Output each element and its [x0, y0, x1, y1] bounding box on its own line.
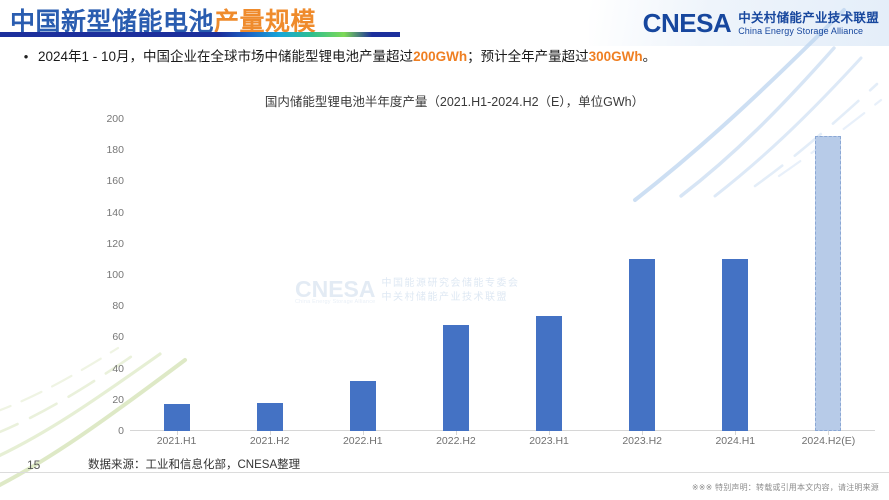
chart-bar-cell [503, 119, 596, 435]
chart-bar[interactable] [163, 404, 190, 431]
chart-title: 国内储能型锂电池半年度产量（2021.H1-2024.H2（E），单位GWh） [264, 95, 645, 109]
chart-bar[interactable] [815, 136, 842, 431]
title-underline [0, 32, 400, 37]
page-title: 中国新型储能电池产量规模 [10, 2, 316, 38]
chart-y-tick: 80 [112, 300, 124, 313]
cnesa-logo-name-cn: 中关村储能产业技术联盟 [738, 11, 879, 26]
chart-bar[interactable] [349, 381, 376, 431]
chart-y-tick: 0 [118, 425, 124, 437]
page-title-accent: 产量规模 [214, 8, 317, 36]
chart-plot-area: 0 20 40 60 80 100 120 140 160 180 200 [106, 113, 875, 437]
chart-x-tick-label: 2023.H2 [622, 435, 663, 447]
chart-y-tick: 60 [112, 331, 124, 344]
chart: 国内储能型锂电池半年度产量（2021.H1-2024.H2（E），单位GWh） … [0, 86, 889, 456]
chart-x-tick-label: 2023.H1 [529, 435, 569, 447]
chart-x-tick-mark [455, 431, 457, 435]
bullet-marker-icon: • [23, 49, 29, 64]
chart-x-tick-mark [642, 431, 644, 435]
bullet-text: 2024年1 - 10月，中国企业在全球市场中储能型锂电池产量超过200GWh；… [38, 48, 656, 67]
chart-bar[interactable] [442, 324, 469, 431]
chart-x-tick-label: 2021.H1 [156, 435, 197, 447]
chart-bar-cell [316, 119, 409, 435]
bullet-text-part2: ；预计全年产量超过 [467, 49, 589, 64]
chart-y-tick: 160 [106, 175, 124, 188]
chart-x-tick-mark [735, 431, 737, 435]
chart-x-tick-label: 2024.H2(E) [801, 435, 856, 447]
chart-x-tick-label: 2022.H2 [436, 435, 476, 447]
bullet-highlight-200gwh: 200GWh [413, 49, 468, 64]
chart-y-tick: 20 [112, 393, 124, 406]
cnesa-logo-name-en: China Energy Storage Alliance [738, 25, 864, 36]
page-title-primary: 中国新型储能电池 [10, 8, 215, 36]
chart-bar-cell [130, 119, 223, 435]
chart-bar[interactable] [722, 259, 749, 431]
chart-bar-cell [782, 119, 875, 435]
chart-bar[interactable] [536, 315, 563, 431]
chart-x-axis: 2021.H1 2021.H2 2022.H1 2022.H2 2023.H1 2023.… [130, 435, 875, 447]
bullet-highlight-300gwh: 300GWh [588, 49, 643, 64]
chart-x-tick-mark [362, 431, 364, 435]
chart-bar-cell [596, 119, 689, 435]
cnesa-logo-mark: CNESA [642, 8, 732, 38]
cnesa-logo: CNESA 中关村储能产业技术联盟 China Energy Storage A… [643, 8, 879, 39]
chart-x-tick-label: 2021.H2 [249, 435, 290, 447]
chart-bars [130, 119, 875, 435]
page-number: 15 [27, 458, 41, 472]
bullet-text-part1: 2024年1 - 10月，中国企业在全球市场中储能型锂电池产量超过 [38, 49, 414, 64]
chart-x-tick-label: 2024.H1 [715, 435, 756, 447]
chart-bar-cell [409, 119, 502, 435]
chart-bar[interactable] [256, 402, 283, 431]
chart-x-tick-mark [269, 431, 271, 435]
chart-baseline [130, 430, 875, 431]
chart-x-tick-label: 2022.H1 [342, 435, 383, 447]
source-note: 数据来源：工业和信息化部，CNESA整理 [88, 459, 301, 471]
bullet-point: • 2024年1 - 10月，中国企业在全球市场中储能型锂电池产量超过200GW… [14, 48, 874, 67]
bullet-text-part3: 。 [642, 49, 657, 64]
chart-y-tick: 140 [106, 206, 124, 219]
chart-bar-cell [223, 119, 316, 435]
chart-x-tick-mark [549, 431, 551, 435]
footer-divider [0, 472, 889, 473]
chart-y-tick: 200 [106, 113, 124, 125]
chart-bar[interactable] [629, 259, 656, 431]
chart-y-axis: 0 20 40 60 80 100 120 140 160 180 200 [88, 113, 124, 437]
chart-x-tick-mark [828, 431, 830, 435]
disclaimer-note: ※※※ 特别声明：转载或引用本文内容，请注明来源 [691, 483, 879, 492]
cnesa-logo-text: 中关村储能产业技术联盟 China Energy Storage Allianc… [738, 11, 879, 36]
chart-y-tick: 120 [106, 237, 124, 250]
chart-bar-cell [689, 119, 782, 435]
chart-y-tick: 40 [112, 362, 124, 375]
chart-y-tick: 100 [106, 269, 124, 281]
chart-y-tick: 180 [106, 144, 124, 157]
